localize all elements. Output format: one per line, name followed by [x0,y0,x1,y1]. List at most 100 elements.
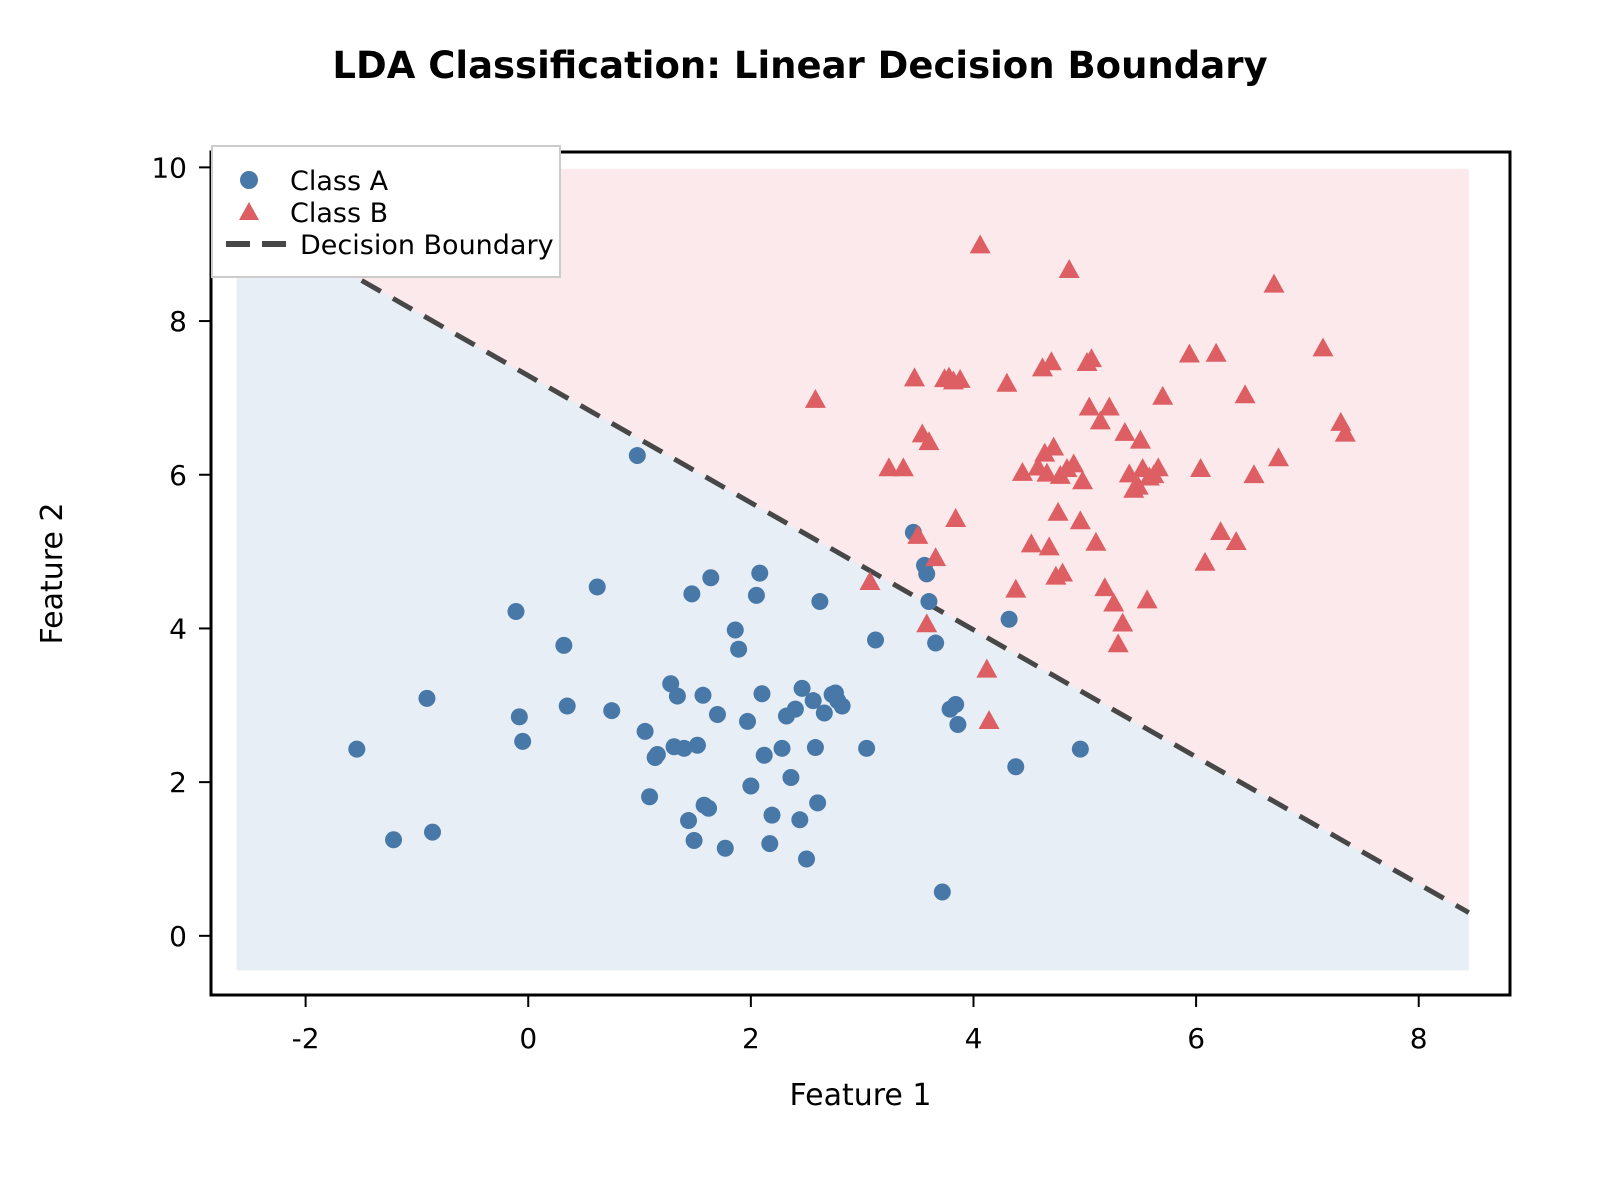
legend-entry-class-a[interactable]: Class A [240,166,389,197]
data-point-class-a [798,850,816,868]
data-point-class-b [1078,396,1100,416]
y-axis-label: Feature 2 [35,503,70,645]
data-point-class-a [507,603,525,621]
x-tick-label: 4 [965,1022,983,1055]
data-point-class-b [1114,421,1136,441]
data-point-class-a [603,702,621,720]
data-point-class-b [969,234,991,254]
data-point-class-a [747,586,765,604]
data-point-class-b [859,571,881,590]
data-point-class-b [1036,462,1058,482]
data-point-class-a [753,685,771,703]
data-point-class-a [920,593,938,611]
data-point-class-b [1043,436,1065,456]
legend-label-decision-boundary: Decision Boundary [300,230,554,261]
data-point-class-a [809,794,827,812]
data-point-class-b [1058,259,1080,278]
data-point-class-a [716,839,734,857]
data-point-class-a [933,883,951,901]
data-point-class-b [1152,385,1174,405]
data-point-class-b [1011,461,1033,481]
data-point-class-a [1000,610,1018,628]
data-point-class-b [1205,342,1227,362]
class-a-marker-icon [240,171,258,189]
axes-frame [209,150,1512,997]
data-point-class-b [892,457,914,477]
data-point-class-a [742,777,760,795]
data-point-class-b [1225,531,1247,551]
data-point-class-a [833,697,851,715]
x-tick-label: 6 [1187,1022,1205,1055]
x-axis-ticks: -2 0 2 4 6 8 [292,995,1428,1055]
x-tick-label: -2 [292,1022,320,1055]
data-point-class-b [916,613,938,633]
legend-entry-boundary[interactable]: Decision Boundary [226,230,554,261]
data-point-class-a [708,706,726,724]
data-point-class-a [675,739,693,757]
data-point-class-a [726,621,744,639]
data-point-class-a [806,739,824,757]
legend-entry-class-b[interactable]: Class B [239,198,388,229]
data-point-class-b [1267,447,1289,467]
data-point-class-b [1089,410,1111,430]
class-b-marker-icon [239,202,259,220]
data-point-class-b [978,710,1000,730]
data-point-class-b [907,524,929,544]
y-tick-label: 8 [169,305,187,338]
x-tick-label: 0 [519,1022,537,1055]
data-point-class-b [1040,351,1062,371]
data-point-class-a [867,631,885,649]
data-point-class-b [1103,592,1125,612]
data-point-class-b [1129,429,1151,449]
data-point-class-a [555,636,573,654]
y-tick-label: 6 [169,459,187,492]
data-point-class-a [804,692,822,710]
data-point-class-a [514,732,532,750]
decision-regions [236,168,1469,971]
data-point-class-b [1094,577,1116,597]
data-point-class-b [1243,464,1265,484]
data-point-class-a [558,697,576,715]
data-point-class-a [680,812,698,830]
x-tick-label: 2 [742,1022,760,1055]
data-point-class-b [1038,536,1060,556]
data-point-class-b [1107,633,1129,653]
data-point-class-a [858,739,876,757]
data-point-class-a [588,578,606,596]
y-tick-label: 2 [169,766,187,799]
data-point-class-b [903,367,925,387]
legend-label-class-b: Class B [290,198,388,229]
data-point-class-a [688,736,706,754]
data-point-class-a [927,634,945,652]
data-point-class-b [1136,589,1158,609]
data-point-class-b [1034,442,1056,462]
data-point-class-b [1069,510,1091,530]
data-point-class-a [730,640,748,658]
data-point-class-b [1031,357,1053,377]
data-point-class-b [1334,422,1356,442]
data-point-class-b [1098,396,1120,416]
data-point-class-a [702,569,720,587]
chart-legend[interactable]: Class A Class B Decision Boundary [211,145,561,278]
class-b-points [804,234,1356,730]
data-point-class-b [1085,531,1107,551]
data-point-class-a [424,823,442,841]
x-axis-label: Feature 1 [790,1078,932,1113]
data-point-class-b [1052,562,1074,582]
class-a-points [348,447,1089,901]
data-point-class-b [996,372,1018,392]
data-point-class-a [815,704,833,722]
data-point-class-a [755,746,773,764]
data-point-class-a [636,722,654,740]
data-point-class-a [348,740,366,758]
data-point-class-b [925,547,947,567]
data-point-class-a [751,564,769,582]
decision-boundary-line [235,206,1471,915]
data-point-class-a [1071,740,1089,758]
y-axis-ticks: 0 2 4 6 8 10 [151,151,211,953]
data-point-class-a [763,806,781,824]
data-point-class-a [385,831,403,849]
data-point-class-b [918,431,940,451]
